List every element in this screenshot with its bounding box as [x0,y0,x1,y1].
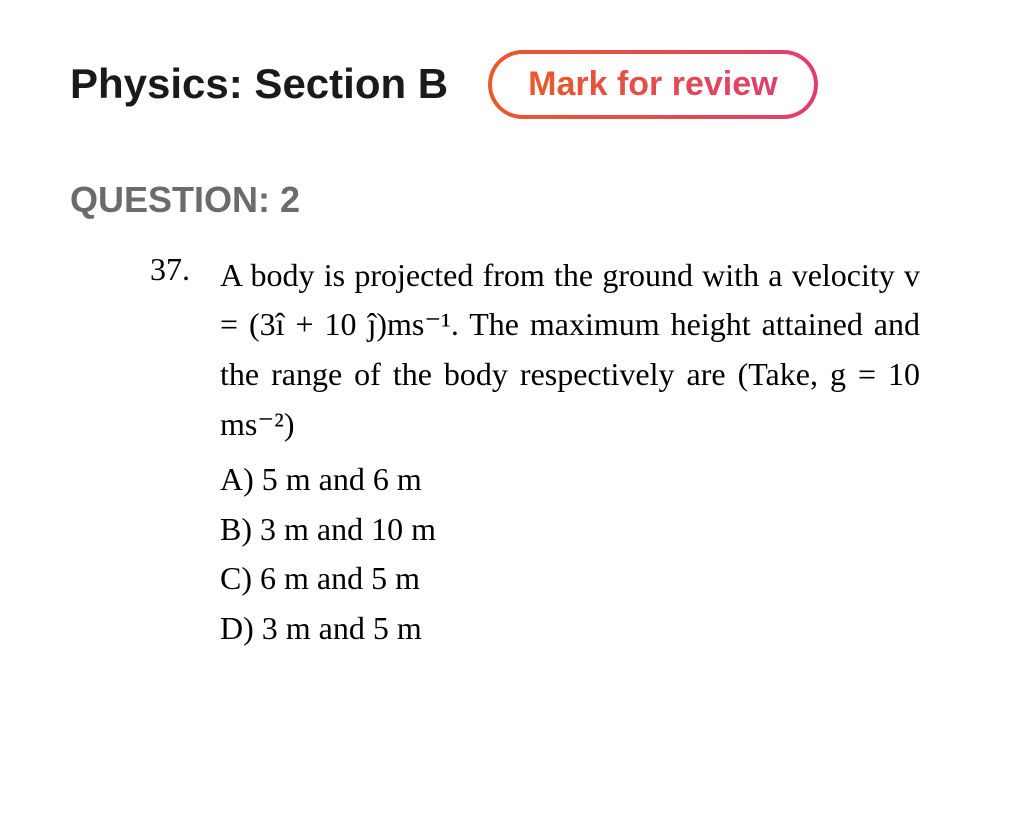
question-number: 37. [130,251,190,288]
page-root: Physics: Section B Mark for review QUEST… [0,0,1024,694]
question-body: 37. A body is projected from the ground … [70,251,984,654]
option-b[interactable]: B) 3 m and 10 m [220,505,920,555]
option-d[interactable]: D) 3 m and 5 m [220,604,920,654]
option-b-text: 3 m and 10 m [260,511,436,547]
option-c-text: 6 m and 5 m [260,560,420,596]
option-c[interactable]: C) 6 m and 5 m [220,554,920,604]
header-row: Physics: Section B Mark for review [70,50,984,119]
section-title: Physics: Section B [70,60,448,108]
option-a-label: A) [220,461,254,497]
options-list: A) 5 m and 6 m B) 3 m and 10 m C) 6 m an… [220,455,920,653]
option-d-text: 3 m and 5 m [262,610,422,646]
mark-for-review-button[interactable]: Mark for review [488,50,817,119]
option-a[interactable]: A) 5 m and 6 m [220,455,920,505]
question-content: A body is projected from the ground with… [220,251,920,654]
option-b-label: B) [220,511,252,547]
question-text: A body is projected from the ground with… [220,251,920,449]
option-c-label: C) [220,560,252,596]
question-label: QUESTION: 2 [70,179,984,221]
mark-for-review-label: Mark for review [528,65,777,103]
option-a-text: 5 m and 6 m [262,461,422,497]
option-d-label: D) [220,610,254,646]
